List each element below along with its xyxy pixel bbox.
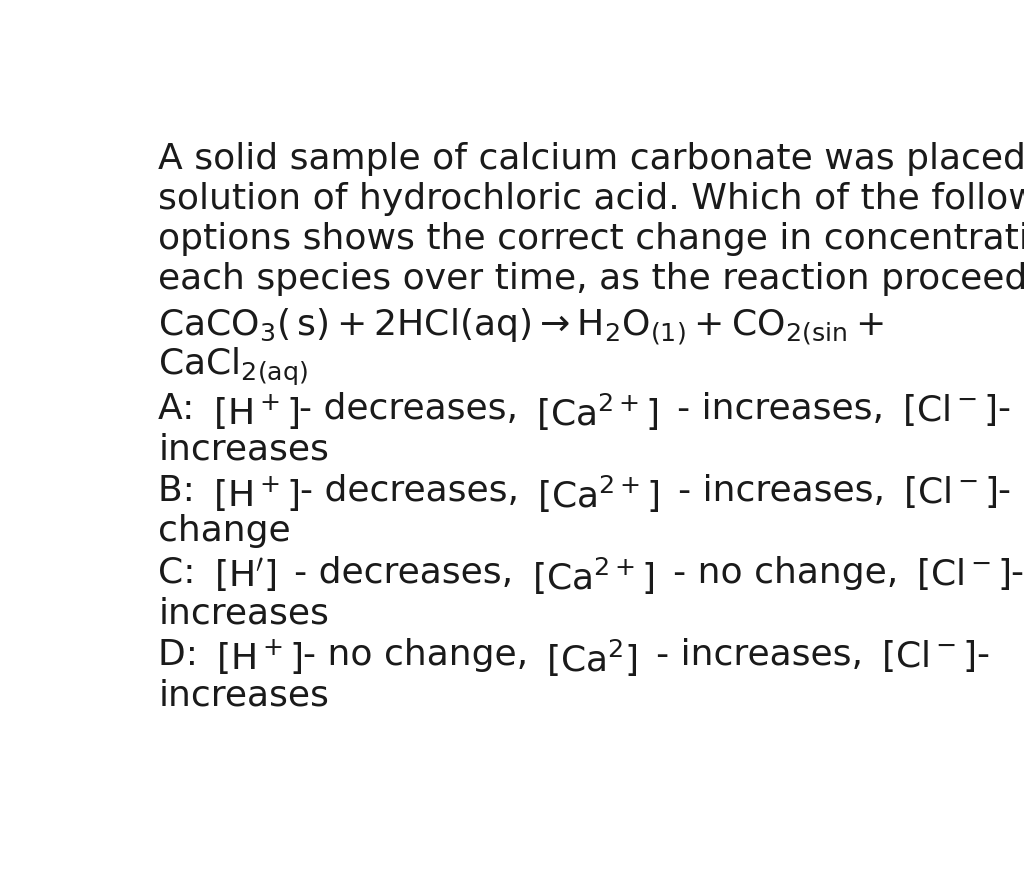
Text: - increases,: - increases, (638, 637, 882, 671)
Text: $\mathrm{[H^+]}$: $\mathrm{[H^+]}$ (213, 392, 299, 432)
Text: change: change (158, 514, 291, 548)
Text: $\mathrm{CaCO_3(\,s) + 2HCl(aq) \rightarrow H_2O_{(1)} + CO_{2(sin} +}$: $\mathrm{CaCO_3(\,s) + 2HCl(aq) \rightar… (158, 306, 884, 346)
Text: - no change,: - no change, (303, 637, 546, 671)
Text: - decreases,: - decreases, (276, 555, 531, 589)
Text: solution of hydrochloric acid. Which of the following: solution of hydrochloric acid. Which of … (158, 182, 1024, 216)
Text: $\mathrm{[H^+]}$: $\mathrm{[H^+]}$ (216, 637, 303, 678)
Text: - decreases,: - decreases, (300, 473, 537, 508)
Text: options shows the correct change in concentration of: options shows the correct change in conc… (158, 222, 1024, 256)
Text: - decreases,: - decreases, (299, 392, 537, 426)
Text: increases: increases (158, 678, 329, 712)
Text: A solid sample of calcium carbonate was placed into a: A solid sample of calcium carbonate was … (158, 141, 1024, 175)
Text: - increases,: - increases, (659, 473, 903, 508)
Text: A:: A: (158, 392, 213, 426)
Text: - increases,: - increases, (659, 392, 902, 426)
Text: $\mathrm{[Cl^-]}$: $\mathrm{[Cl^-]}$ (915, 555, 1011, 592)
Text: increases: increases (158, 596, 329, 630)
Text: - no: - no (997, 473, 1024, 508)
Text: B:: B: (158, 473, 213, 508)
Text: $\mathrm{[Cl^-]}$: $\mathrm{[Cl^-]}$ (903, 473, 997, 510)
Text: D:: D: (158, 637, 216, 671)
Text: $\mathrm{CaCl_{2(aq)}}$: $\mathrm{CaCl_{2(aq)}}$ (158, 346, 308, 388)
Text: increases: increases (158, 433, 329, 467)
Text: $\mathrm{[H^+]}$: $\mathrm{[H^+]}$ (213, 473, 300, 514)
Text: $\mathrm{[Ca^{2+}]}$: $\mathrm{[Ca^{2+}]}$ (537, 473, 659, 515)
Text: -: - (1011, 555, 1024, 589)
Text: $\mathrm{[Cl^-]}$: $\mathrm{[Cl^-]}$ (902, 392, 997, 428)
Text: $\mathrm{[H']}$: $\mathrm{[H']}$ (214, 555, 276, 594)
Text: $\mathrm{[Ca^{2+}]}$: $\mathrm{[Ca^{2+}]}$ (531, 555, 654, 597)
Text: $\mathrm{[Ca^{2+}]}$: $\mathrm{[Ca^{2+}]}$ (537, 392, 659, 433)
Text: -: - (976, 637, 989, 671)
Text: $\mathrm{[Ca^{2}]}$: $\mathrm{[Ca^{2}]}$ (546, 637, 638, 679)
Text: - no change,: - no change, (654, 555, 915, 589)
Text: -: - (997, 392, 1011, 426)
Text: each species over time, as the reaction proceeds ?: each species over time, as the reaction … (158, 262, 1024, 296)
Text: C:: C: (158, 555, 214, 589)
Text: $\mathrm{[Cl^-]}$: $\mathrm{[Cl^-]}$ (882, 637, 976, 674)
